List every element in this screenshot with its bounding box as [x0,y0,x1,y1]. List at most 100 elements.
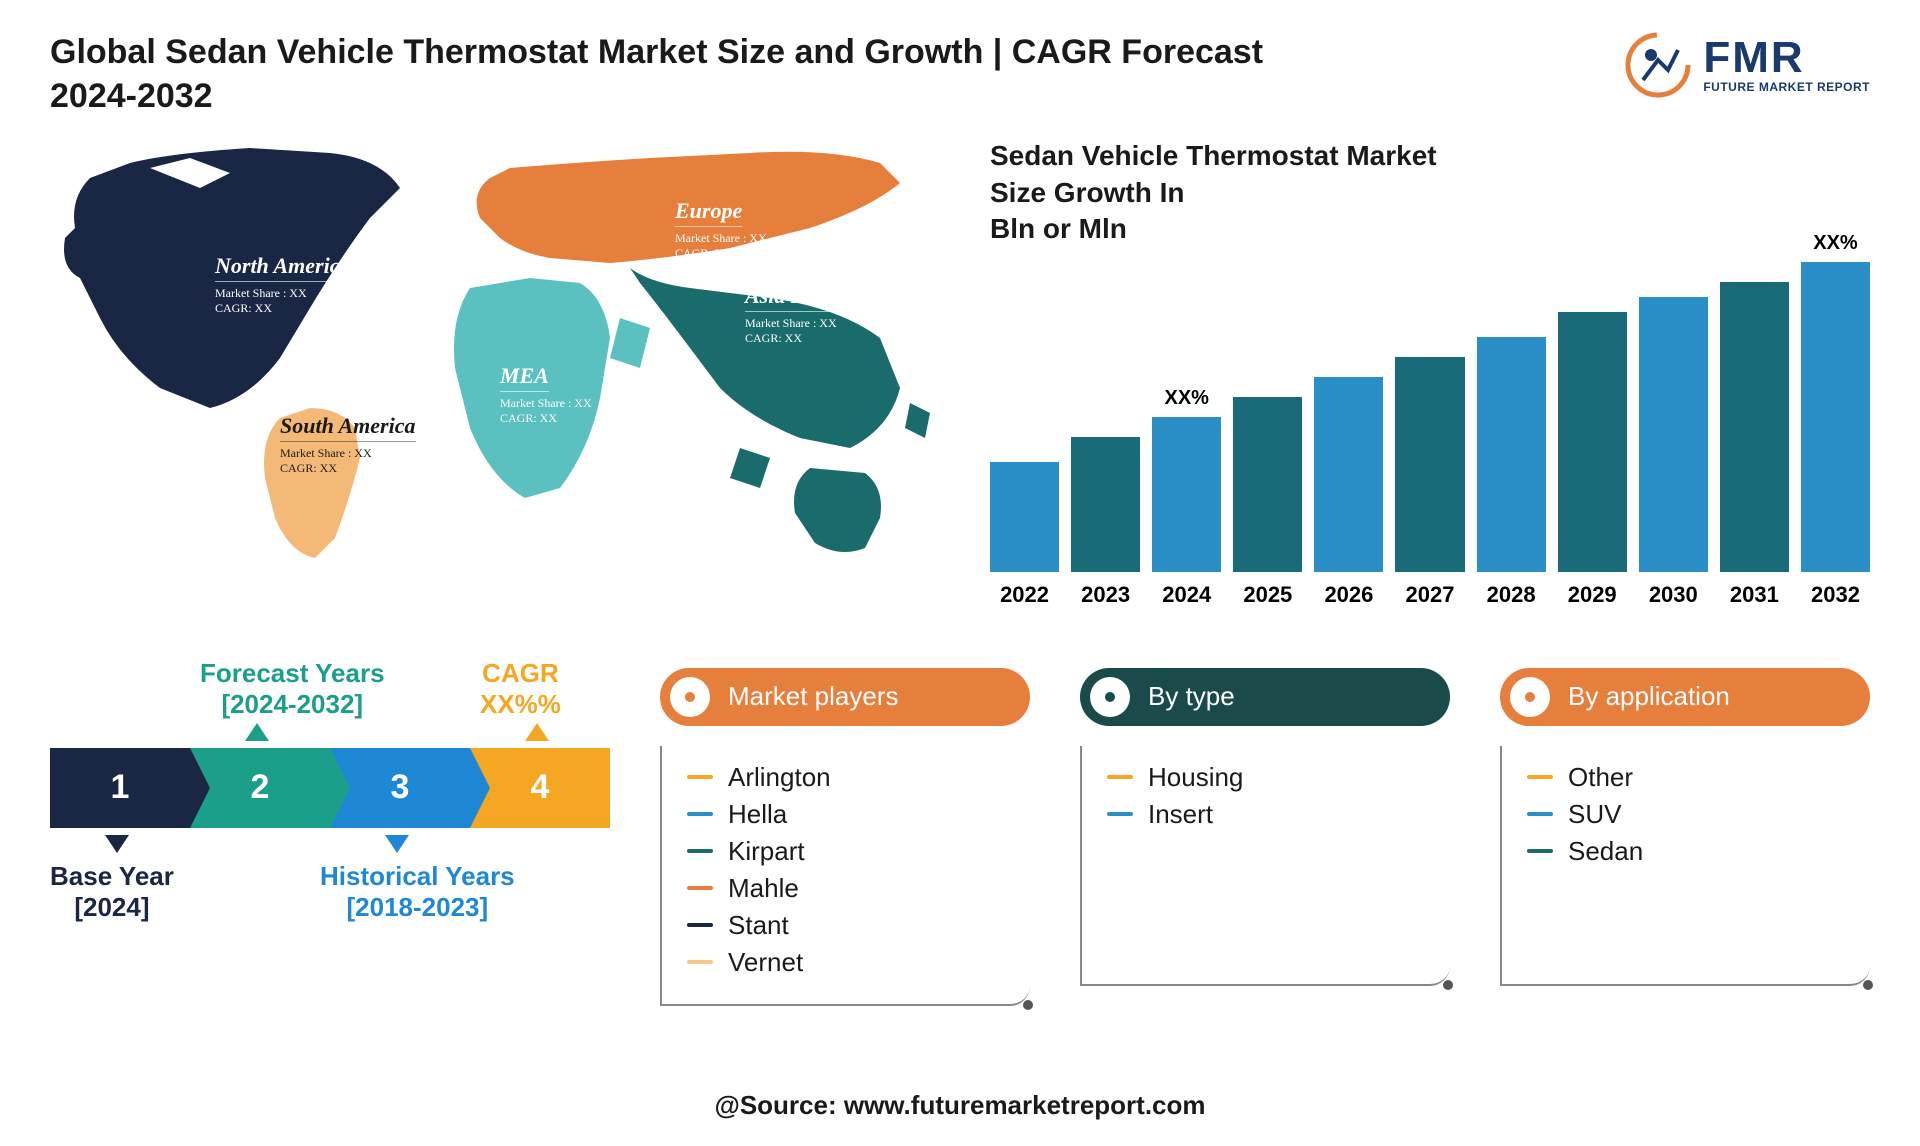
list-item: Kirpart [687,836,1030,867]
bar-year-label: 2031 [1730,582,1779,608]
bar-year-label: 2025 [1243,582,1292,608]
page-title: Global Sedan Vehicle Thermostat Market S… [50,30,1263,118]
bar-2028: 2028 [1477,307,1546,608]
tick-icon [687,960,713,964]
bar-2023: 2023 [1071,407,1140,608]
bar-rect [1477,337,1546,572]
bar-rect [1639,297,1708,572]
bar-chart: Sedan Vehicle Thermostat Market Size Gro… [990,138,1870,607]
item-label: Sedan [1568,836,1643,867]
logo: FMR FUTURE MARKET REPORT [1623,30,1870,100]
region-label-mea: MEAMarket Share : XXCAGR: XX [500,363,592,426]
item-label: Arlington [728,762,831,793]
bar-rect [1314,377,1383,572]
item-label: Stant [728,910,789,941]
by-application-list: Other SUV Sedan [1500,746,1870,986]
list-item: Arlington [687,762,1030,793]
item-label: Hella [728,799,787,830]
bar-rect [1720,282,1789,572]
timeline-forecast-label: Forecast Years[2024-2032] [200,658,385,720]
bar-rect [1152,417,1221,572]
dot-icon [1090,677,1130,717]
world-map: North AmericaMarket Share : XXCAGR: XX So… [50,138,950,568]
list-item: Mahle [687,873,1030,904]
tick-icon [1107,775,1133,779]
bar-2030: 2030 [1639,267,1708,608]
bar-year-label: 2026 [1324,582,1373,608]
by-application-title: By application [1568,681,1730,712]
tick-icon [1107,812,1133,816]
logo-text-sub: FUTURE MARKET REPORT [1703,80,1870,94]
bar-rect [1071,437,1140,572]
bars-container: 2022 2023 XX%2024 2025 2026 2027 2028 2029 2030 2… [990,268,1870,608]
arrow-icon [245,723,269,741]
bar-2031: 2031 [1720,252,1789,608]
tick-icon [687,849,713,853]
timeline-historical-label: Historical Years[2018-2023] [320,861,515,923]
region-label-ap: Asia PacificMarket Share : XXCAGR: XX [745,283,854,346]
tick-icon [1527,775,1553,779]
arrow-icon [105,835,129,853]
bar-year-label: 2032 [1811,582,1860,608]
list-item: Housing [1107,762,1450,793]
item-label: Vernet [728,947,803,978]
list-item: Other [1527,762,1870,793]
bar-year-label: 2022 [1000,582,1049,608]
timeline: Forecast Years[2024-2032] CAGRXX%% 1 2 3… [50,668,610,828]
dot-icon [1510,677,1550,717]
bar-2027: 2027 [1395,327,1464,608]
dot-icon [670,677,710,717]
timeline-cagr-label: CAGRXX%% [480,658,561,720]
bar-rect [1558,312,1627,572]
by-type-column: By type Housing Insert [1080,668,1450,986]
bar-rect [1801,262,1870,572]
bar-2032: XX% 2032 [1801,232,1870,608]
item-label: Insert [1148,799,1213,830]
by-application-header: By application [1500,668,1870,726]
timeline-bar: 1 2 3 4 [50,748,610,828]
market-players-title: Market players [728,681,899,712]
bar-2029: 2029 [1558,282,1627,608]
tick-icon [1527,812,1553,816]
map-svg [50,138,950,568]
chart-title: Sedan Vehicle Thermostat Market Size Gro… [990,138,1490,247]
bar-rect [1233,397,1302,572]
timeline-seg-3: 3 [330,748,470,828]
item-label: Housing [1148,762,1243,793]
tick-icon [687,923,713,927]
list-item: Hella [687,799,1030,830]
bar-2025: 2025 [1233,367,1302,608]
item-label: Kirpart [728,836,805,867]
bar-top-label: XX% [1813,232,1857,256]
bar-2026: 2026 [1314,347,1383,608]
list-item: Insert [1107,799,1450,830]
by-type-header: By type [1080,668,1450,726]
by-type-list: Housing Insert [1080,746,1450,986]
timeline-seg-2: 2 [190,748,330,828]
list-item: SUV [1527,799,1870,830]
tick-icon [687,775,713,779]
timeline-seg-1: 1 [50,748,190,828]
bar-year-label: 2029 [1568,582,1617,608]
logo-text-main: FMR [1703,36,1870,80]
bar-year-label: 2027 [1406,582,1455,608]
source-attribution: @Source: www.futuremarketreport.com [714,1090,1205,1121]
item-label: Other [1568,762,1633,793]
region-label-sa: South AmericaMarket Share : XXCAGR: XX [280,413,416,476]
tick-icon [687,812,713,816]
by-application-column: By application Other SUV Sedan [1500,668,1870,986]
by-type-title: By type [1148,681,1235,712]
market-players-list: Arlington Hella Kirpart Mahle Stant Vernet [660,746,1030,1006]
region-label-na: North AmericaMarket Share : XXCAGR: XX [215,253,350,316]
market-players-column: Market players Arlington Hella Kirpart Mahl… [660,668,1030,1006]
item-label: SUV [1568,799,1621,830]
market-players-header: Market players [660,668,1030,726]
list-item: Sedan [1527,836,1870,867]
item-label: Mahle [728,873,799,904]
bar-rect [990,462,1059,572]
tick-icon [1527,849,1553,853]
bar-year-label: 2023 [1081,582,1130,608]
bar-2024: XX%2024 [1152,387,1221,608]
bar-rect [1395,357,1464,572]
timeline-seg-4: 4 [470,748,610,828]
